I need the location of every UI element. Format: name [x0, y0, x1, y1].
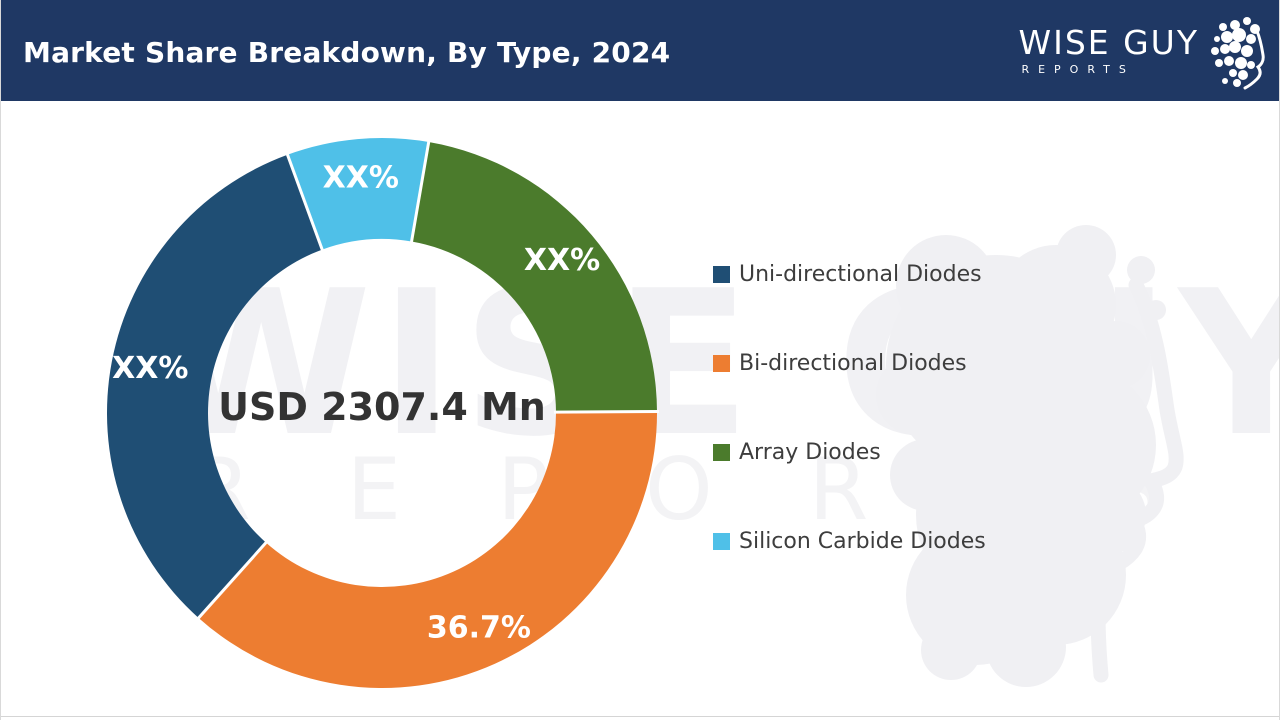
legend-swatch — [713, 443, 730, 461]
slice-percent-label: XX% — [524, 243, 600, 278]
logo-text: WISE GUY REPORTS — [1018, 22, 1199, 77]
legend-label: Array Diodes — [739, 439, 881, 465]
donut-slice — [287, 138, 429, 250]
legend-item: Uni-directional Diodes — [713, 259, 982, 289]
logo-sub-text: REPORTS — [1021, 63, 1135, 77]
legend-swatch — [713, 354, 730, 372]
legend-label: Silicon Carbide Diodes — [739, 528, 986, 554]
slice-separator — [285, 152, 325, 252]
logo-brand-text: WISE GUY — [1018, 22, 1199, 62]
legend-swatch — [713, 532, 730, 550]
chart-center-value: USD 2307.4 Mn — [218, 385, 546, 429]
legend-item: Bi-directional Diodes — [713, 348, 967, 378]
donut-slice — [411, 141, 657, 413]
slice-separator — [409, 139, 431, 244]
logo-face-icon — [1211, 17, 1265, 90]
page-title: Market Share Breakdown, By Type, 2024 — [23, 36, 671, 69]
header-bar: Market Share Breakdown, By Type, 2024 WI… — [1, 0, 1279, 101]
slice-percent-label: XX% — [323, 160, 399, 195]
slice-percent-label: 36.7% — [427, 611, 531, 646]
slice-separator — [553, 410, 660, 414]
legend-label: Bi-directional Diodes — [739, 350, 967, 376]
bottom-divider — [1, 716, 1279, 717]
donut-slice — [106, 154, 323, 618]
legend-label: Uni-directional Diodes — [739, 261, 982, 287]
legend-item: Array Diodes — [713, 437, 881, 467]
slice-separator — [196, 540, 269, 621]
legend-swatch — [713, 265, 730, 283]
slice-percent-label: XX% — [112, 351, 188, 386]
donut-slice — [198, 411, 657, 688]
legend-item: Silicon Carbide Diodes — [713, 526, 986, 556]
wiseguy-logo: WISE GUY REPORTS — [1018, 8, 1265, 94]
